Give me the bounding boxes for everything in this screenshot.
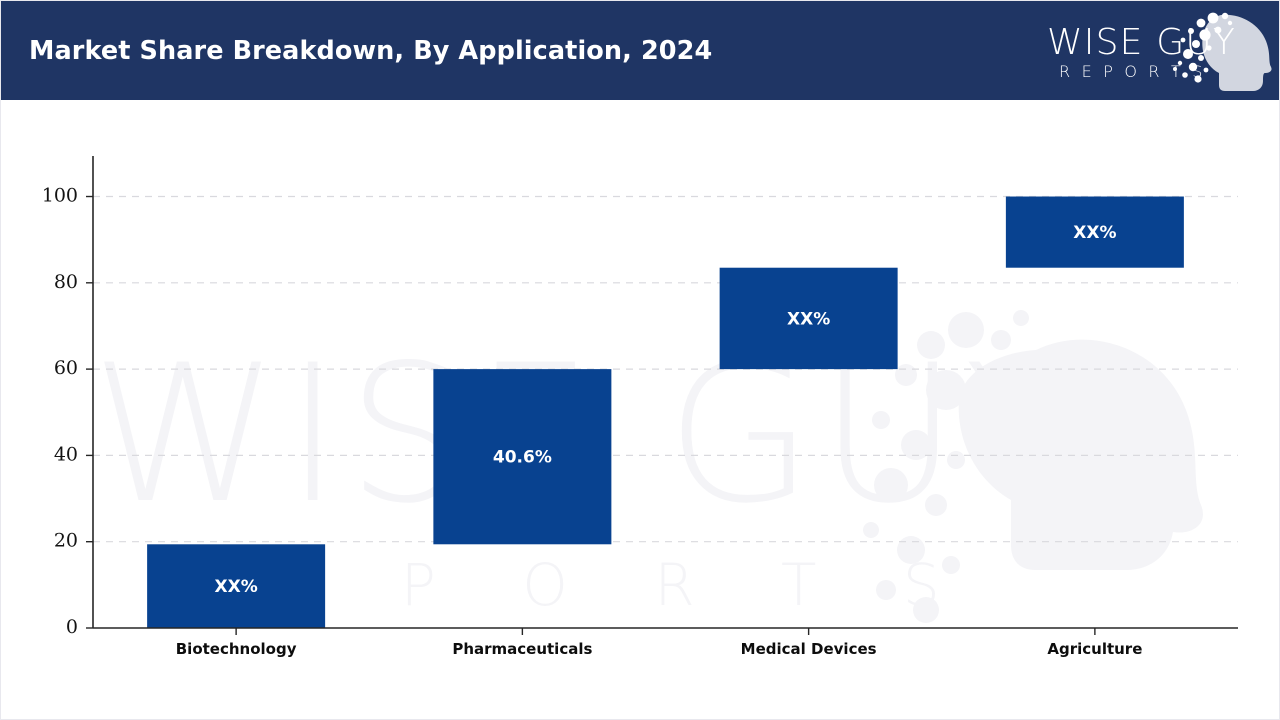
- plot-area: XX% 40.6% XX% XX% 0 20 40 60 80 100 Biotechnolog…: [42, 156, 1238, 658]
- logo-wordmark-line2: R E P O R T S: [1059, 62, 1206, 81]
- bar[interactable]: [433, 369, 612, 545]
- bars-group: XX% 40.6% XX% XX%: [147, 196, 1184, 628]
- logo-wordmark-line1: WISE GUY: [1047, 22, 1236, 63]
- y-tick-label: 20: [54, 530, 78, 552]
- bar-value-label: XX%: [215, 577, 258, 597]
- bar-value-label: XX%: [787, 309, 830, 329]
- wise-guy-reports-logo: WISE GUY R E P O R T S: [1025, 7, 1275, 95]
- y-tick-label: 40: [54, 443, 78, 465]
- y-tick-label: 100: [42, 185, 78, 207]
- bar[interactable]: [719, 267, 898, 370]
- bar[interactable]: [147, 544, 326, 628]
- bar-value-label: XX%: [1073, 223, 1116, 243]
- axes-group: [86, 156, 1238, 635]
- y-tick-labels-group: 0 20 40 60 80 100: [42, 185, 78, 638]
- head-silhouette-icon: [1202, 14, 1272, 91]
- chart-header-bar: Market Share Breakdown, By Application, …: [1, 1, 1279, 100]
- x-tick-label: Agriculture: [1047, 640, 1142, 658]
- dot-cluster-icon: [1173, 12, 1233, 83]
- y-tick-label: 60: [54, 357, 78, 379]
- y-tick-label: 0: [66, 616, 78, 638]
- bar-value-label: 40.6%: [493, 448, 552, 468]
- x-tick-label: Medical Devices: [741, 640, 877, 658]
- bar[interactable]: [1005, 196, 1184, 268]
- x-tick-labels-group: Biotechnology Pharmaceuticals Medical Devi…: [176, 640, 1143, 658]
- chart-body: WISE GUY R E P O R T S: [1, 100, 1279, 719]
- y-tick-label: 80: [54, 271, 78, 293]
- page-title: Market Share Breakdown, By Application, …: [29, 36, 713, 66]
- x-tick-label: Pharmaceuticals: [452, 640, 592, 658]
- x-tick-label: Biotechnology: [176, 640, 297, 658]
